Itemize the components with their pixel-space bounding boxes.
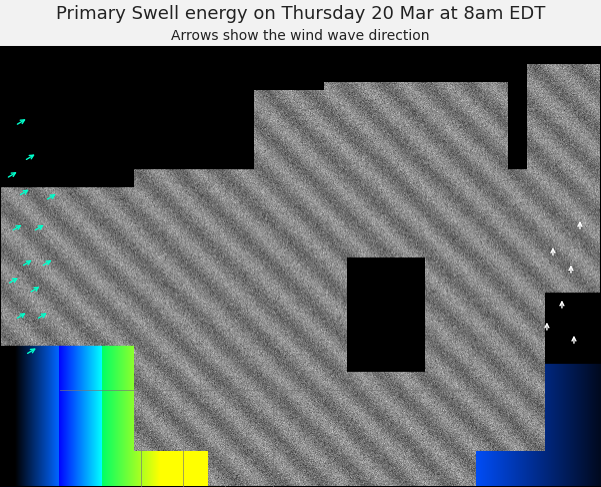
Text: Primary Swell energy on Thursday 20 Mar at 8am EDT: Primary Swell energy on Thursday 20 Mar … (56, 5, 545, 23)
Text: Arrows show the wind wave direction: Arrows show the wind wave direction (171, 29, 430, 43)
